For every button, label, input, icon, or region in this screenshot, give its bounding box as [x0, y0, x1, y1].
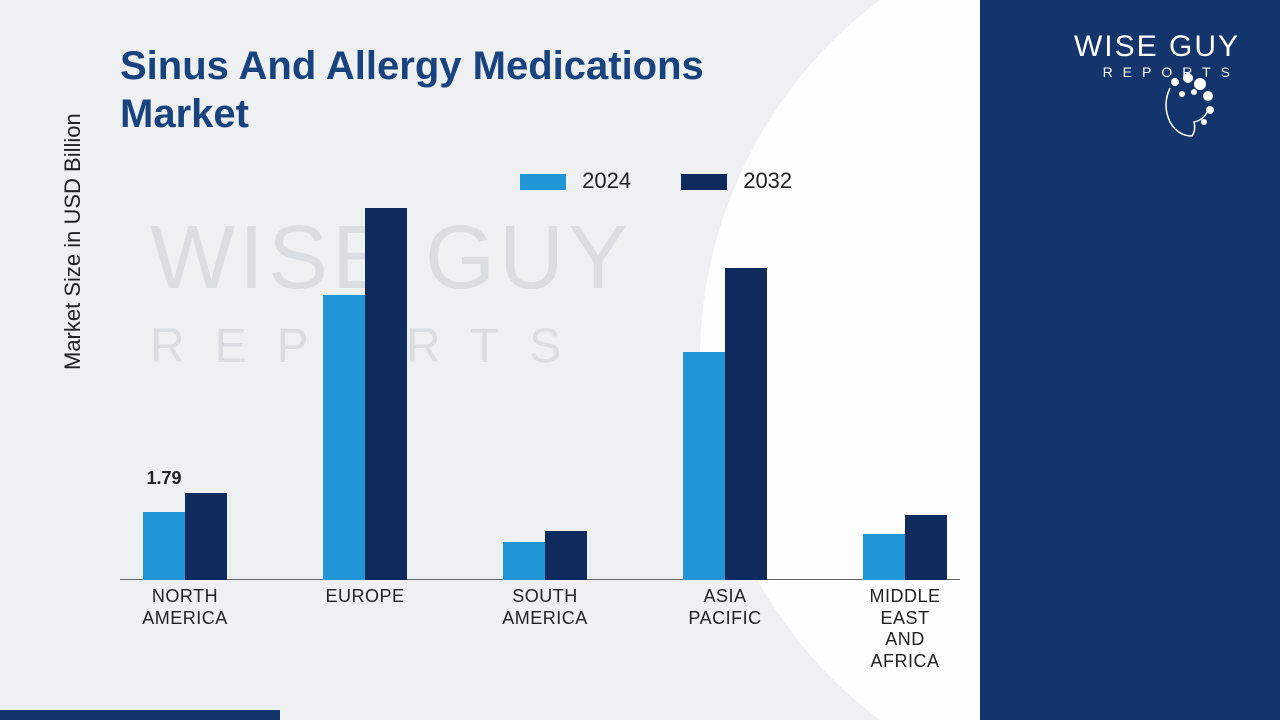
bar-series-a [683, 352, 725, 580]
legend-label-a: 2024 [582, 168, 631, 193]
logo-head-icon [1160, 70, 1220, 140]
bar-group: SOUTHAMERICA [480, 531, 610, 580]
bar-series-b [905, 515, 947, 580]
category-label: MIDDLEEASTANDAFRICA [825, 580, 985, 672]
legend-swatch-b [681, 174, 727, 190]
bar-series-b [725, 268, 767, 580]
bar-group: EUROPE [300, 208, 430, 580]
logo-line1: WISE GUY [1074, 30, 1240, 64]
legend-item-b: 2032 [681, 168, 792, 194]
value-label: 1.79 [146, 468, 181, 489]
legend-swatch-a [520, 174, 566, 190]
legend: 2024 2032 [520, 168, 792, 194]
bar-group: NORTHAMERICA [120, 493, 250, 580]
bar-series-a [143, 512, 185, 580]
category-label: EUROPE [285, 580, 445, 608]
bar-group: MIDDLEEASTANDAFRICA [840, 515, 970, 580]
y-axis-label: Market Size in USD Billion [60, 113, 86, 370]
legend-label-b: 2032 [743, 168, 792, 193]
bottom-accent-bar [0, 710, 280, 720]
bar-series-a [323, 295, 365, 580]
bar-series-a [503, 542, 545, 580]
category-label: NORTHAMERICA [105, 580, 265, 629]
category-label: ASIAPACIFIC [645, 580, 805, 629]
category-label: SOUTHAMERICA [465, 580, 625, 629]
chart-stage: WISE GUY REPORTS Sinus And Allergy Medic… [0, 0, 1280, 720]
chart-title: Sinus And Allergy Medications Market [120, 42, 840, 138]
bar-group: ASIAPACIFIC [660, 268, 790, 580]
bar-chart: NORTHAMERICA EUROPE SOUTHAMERICA ASIAPACIFI… [120, 200, 960, 580]
bar-series-b [365, 208, 407, 580]
right-panel [980, 0, 1280, 720]
bar-series-b [185, 493, 227, 580]
bar-series-b [545, 531, 587, 580]
legend-item-a: 2024 [520, 168, 631, 194]
brand-logo: WISE GUY REPORTS [1074, 30, 1240, 80]
bar-series-a [863, 534, 905, 580]
